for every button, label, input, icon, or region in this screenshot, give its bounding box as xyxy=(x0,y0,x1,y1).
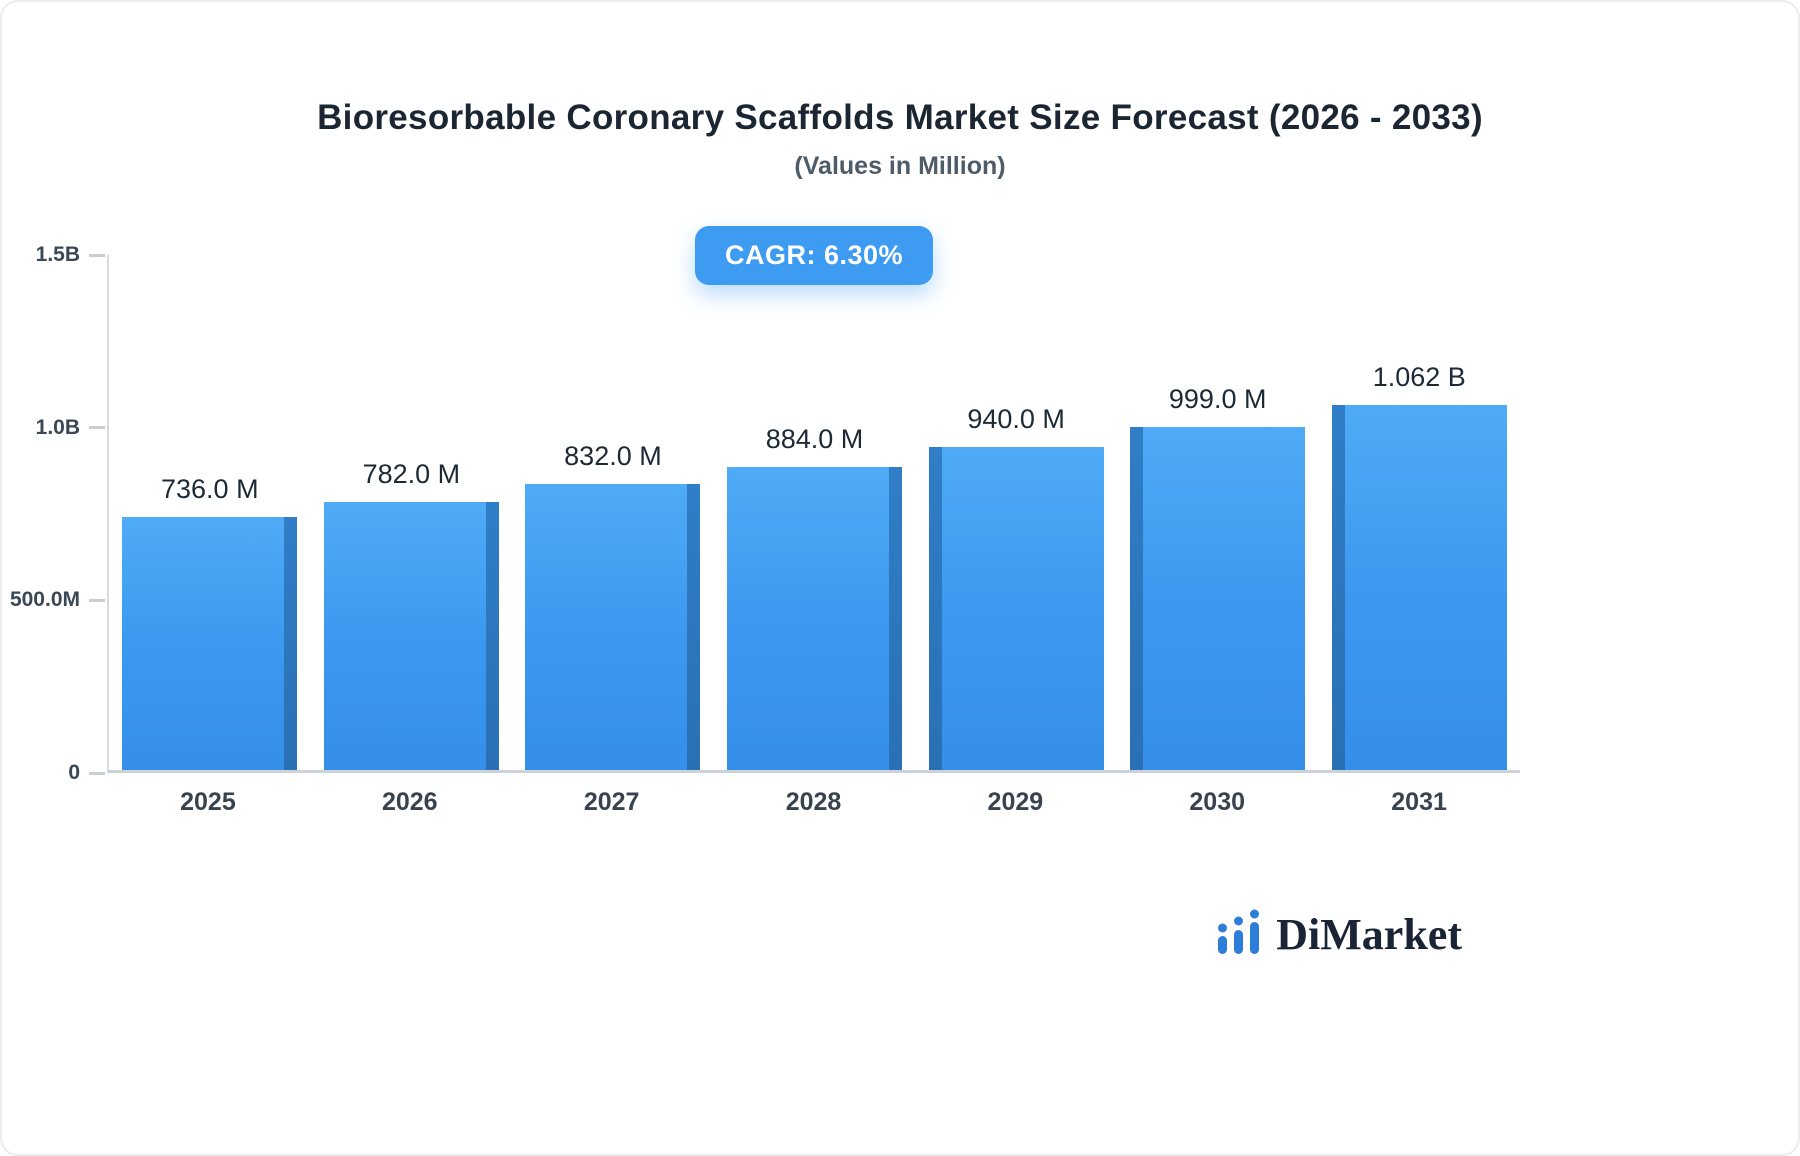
plot-area: 736.0 M 782.0 M 832.0 M 884.0 M 940.0 M 999.0… xyxy=(107,255,1520,773)
bar-2026[interactable] xyxy=(323,501,499,771)
bar-value-label: 736.0 M xyxy=(161,474,259,505)
bar-value-label: 884.0 M xyxy=(765,423,864,454)
bar-group: 736.0 M xyxy=(109,255,311,770)
bar-group: 1.062 B xyxy=(1318,255,1520,770)
bar-2028[interactable] xyxy=(727,466,903,770)
y-tick: 500.0M xyxy=(10,588,105,612)
y-tick-label: 1.5B xyxy=(35,243,80,266)
y-tick-label: 1.0B xyxy=(35,415,80,439)
x-axis-label: 2028 xyxy=(785,788,842,816)
x-axis-label: 2029 xyxy=(987,788,1044,816)
y-tick: 1.5B xyxy=(36,243,105,267)
bar-group: 782.0 M xyxy=(311,255,513,771)
y-tick-mark xyxy=(89,253,105,257)
y-tick: 1.0B xyxy=(36,416,105,440)
chart-title: Bioresorbable Coronary Scaffolds Market … xyxy=(317,98,1483,137)
y-tick-mark xyxy=(89,771,105,775)
bar-group: 832.0 M xyxy=(512,255,714,770)
x-axis-label: 2031 xyxy=(1391,788,1447,816)
brand-logo: DiMarket xyxy=(1216,908,1462,961)
bar-group: 940.0 M xyxy=(915,255,1117,770)
x-axis-label: 2027 xyxy=(583,788,640,816)
chart-subtitle: (Values in Million) xyxy=(794,152,1006,180)
y-tick-label: 500.0M xyxy=(9,588,80,612)
bar-value-label: 940.0 M xyxy=(967,404,1065,435)
y-tick-mark xyxy=(89,598,105,602)
bar-2027[interactable] xyxy=(525,484,701,770)
bar-value-label: 999.0 M xyxy=(1168,384,1267,415)
bar-chart-logo-icon xyxy=(1216,908,1264,961)
x-axis-label: 2030 xyxy=(1189,788,1246,816)
bar-2030[interactable] xyxy=(1130,427,1306,770)
bar-2025[interactable] xyxy=(122,517,298,770)
bar-group: 999.0 M xyxy=(1117,255,1319,770)
x-axis-label: 2026 xyxy=(381,788,438,816)
bar-2031[interactable] xyxy=(1331,405,1507,770)
cagr-badge: CAGR: 6.30% xyxy=(694,226,934,285)
bars-container: 736.0 M 782.0 M 832.0 M 884.0 M 940.0 M 999.0… xyxy=(109,255,1520,771)
bar-group: 884.0 M xyxy=(714,255,916,770)
y-tick-mark xyxy=(89,426,105,430)
x-axis-labels: 2025 2026 2027 2028 2029 2030 2031 xyxy=(107,788,1520,817)
x-axis-label: 2025 xyxy=(180,788,236,816)
bar-value-label: 832.0 M xyxy=(564,441,662,472)
y-tick: 0 xyxy=(68,761,105,785)
bar-2029[interactable] xyxy=(928,447,1104,770)
bar-value-label: 1.062 B xyxy=(1372,362,1466,393)
brand-logo-text: DiMarket xyxy=(1276,910,1462,959)
bar-value-label: 782.0 M xyxy=(362,458,461,489)
y-axis: 0 500.0M 1.0B 1.5B xyxy=(2,243,105,784)
y-tick-label: 0 xyxy=(68,761,80,784)
